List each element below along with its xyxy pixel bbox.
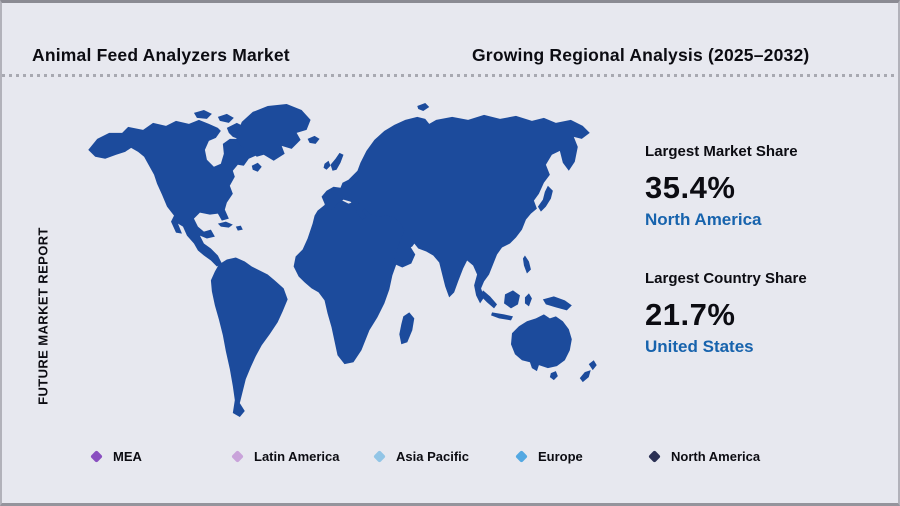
legend-item-north-america: North America	[648, 449, 761, 464]
legend-item-mea: MEA	[90, 449, 142, 464]
legend-label: Asia Pacific	[396, 449, 469, 464]
caribbean-islands	[217, 221, 243, 231]
legend-label: Europe	[538, 449, 583, 464]
madagascar	[399, 312, 415, 345]
legend-item-latin-america: Latin America	[231, 449, 340, 464]
world-map	[66, 91, 614, 425]
legend-diamond-icon	[373, 450, 386, 463]
new-zealand	[579, 360, 597, 383]
continent-south-america	[210, 257, 288, 418]
stat-label: Largest Market Share	[645, 143, 798, 160]
stat-region: North America	[645, 210, 762, 229]
australia	[510, 314, 572, 381]
continent-eurasia	[321, 114, 590, 304]
legend-diamond-icon	[90, 450, 103, 463]
stat-country-share: Largest Country Share 21.7% United State…	[645, 270, 885, 357]
legend-label: North America	[671, 449, 761, 464]
legend-diamond-icon	[648, 450, 661, 463]
legend-item-europe: Europe	[515, 449, 583, 464]
japan	[537, 185, 553, 212]
world-map-svg	[88, 102, 597, 418]
iceland	[307, 135, 320, 144]
continent-north-america	[88, 119, 258, 267]
legend-label: Latin America	[254, 449, 340, 464]
stats-panel: Largest Market Share 35.4% North America…	[645, 143, 885, 397]
british-isles	[323, 152, 344, 171]
page-title: Animal Feed Analyzers Market	[32, 45, 290, 65]
stat-region: United States	[645, 337, 754, 356]
dotted-divider	[2, 74, 898, 77]
continent-africa	[293, 199, 418, 365]
stat-value: 35.4%	[645, 170, 736, 205]
southeast-asia-islands	[480, 255, 532, 321]
stat-value: 21.7%	[645, 297, 736, 332]
legend-item-asia-pacific: Asia Pacific	[373, 449, 469, 464]
stat-market-share: Largest Market Share 35.4% North America	[645, 143, 885, 230]
legend-diamond-icon	[231, 450, 244, 463]
new-guinea	[542, 296, 572, 311]
newfoundland	[251, 162, 262, 172]
brand-watermark: FUTURE MARKET REPORT	[35, 227, 51, 405]
svalbard	[417, 102, 430, 111]
stat-label: Largest Country Share	[645, 270, 807, 287]
arctic-islands	[193, 109, 248, 140]
page-subtitle: Growing Regional Analysis (2025–2032)	[472, 45, 810, 65]
legend-diamond-icon	[515, 450, 528, 463]
greenland	[235, 103, 311, 161]
legend-label: MEA	[113, 449, 142, 464]
